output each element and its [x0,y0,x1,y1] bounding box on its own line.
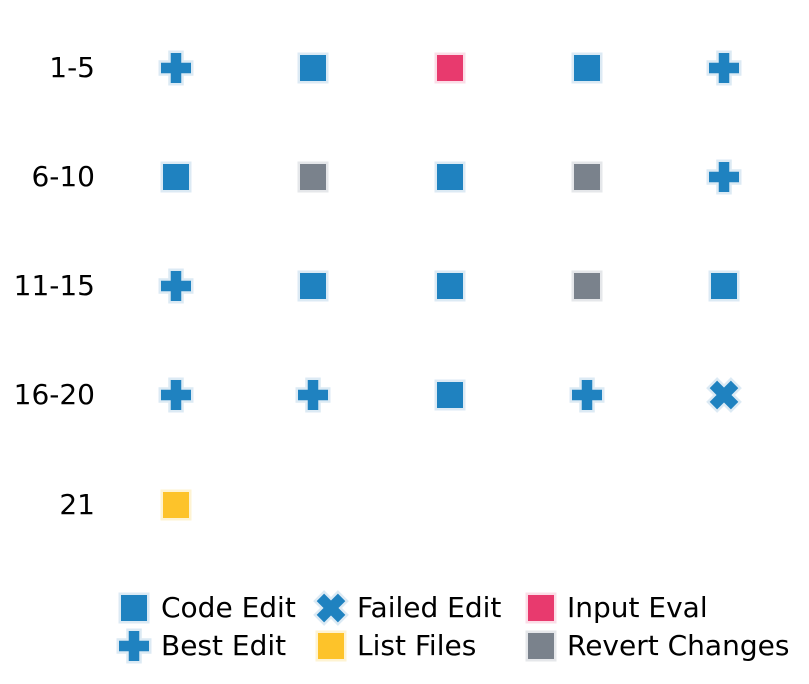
legend-label-revert-changes: Revert Changes [567,629,790,662]
plus-glyph [116,628,152,664]
square-glyph [163,164,189,190]
square-marker-code-edit [158,159,194,195]
legend-label-best-edit: Best Edit [161,629,287,662]
square-glyph [300,273,326,299]
legend-square-marker-revert-changes [523,628,559,664]
legend-square-marker-input-eval [523,590,559,626]
square-marker-revert-changes [569,268,605,304]
square-glyph [300,164,326,190]
square-marker-code-edit [295,50,331,86]
square-marker-code-edit [432,159,468,195]
square-glyph [300,55,326,81]
plus-glyph [706,50,742,86]
square-glyph [437,273,463,299]
row-label-16-20: 16-20 [13,378,95,411]
square-glyph [574,164,600,190]
square-marker-code-edit [432,268,468,304]
row-label-6-10: 6-10 [31,160,95,193]
square-glyph [437,164,463,190]
square-marker-code-edit [569,50,605,86]
row-label-21: 21 [59,488,95,521]
plus-glyph [158,377,194,413]
row-label-1-5: 1-5 [49,51,95,84]
plus-glyph [158,50,194,86]
plus-glyph [569,377,605,413]
square-marker-revert-changes [569,159,605,195]
row-label-11-15: 11-15 [13,269,95,302]
legend-label-failed-edit: Failed Edit [357,591,502,624]
plus-glyph [295,377,331,413]
plus-glyph [706,159,742,195]
plus-marker-best-edit [158,377,194,413]
square-marker-code-edit [432,377,468,413]
legend-plus-marker-best-edit [116,628,152,664]
square-glyph [318,633,344,659]
square-glyph [121,595,147,621]
square-glyph [163,492,189,518]
square-glyph [528,595,554,621]
x-glyph [706,377,742,413]
x-marker-failed-edit [706,377,742,413]
square-glyph [528,633,554,659]
legend-square-marker-code-edit [116,590,152,626]
plus-marker-best-edit [569,377,605,413]
square-glyph [437,55,463,81]
square-marker-revert-changes [295,159,331,195]
square-marker-list-files [158,487,194,523]
plus-marker-best-edit [706,50,742,86]
legend-label-list-files: List Files [357,629,477,662]
square-marker-code-edit [706,268,742,304]
square-glyph [437,382,463,408]
legend-square-marker-list-files [313,628,349,664]
legend-x-marker-failed-edit [313,590,349,626]
square-marker-input-eval [432,50,468,86]
legend-label-code-edit: Code Edit [161,591,296,624]
legend-label-input-eval: Input Eval [567,591,708,624]
square-glyph [574,273,600,299]
square-marker-code-edit [295,268,331,304]
square-glyph [711,273,737,299]
square-glyph [574,55,600,81]
x-glyph [313,590,349,626]
plus-marker-best-edit [295,377,331,413]
plus-marker-best-edit [706,159,742,195]
plus-marker-best-edit [158,50,194,86]
plus-glyph [158,268,194,304]
plus-marker-best-edit [158,268,194,304]
